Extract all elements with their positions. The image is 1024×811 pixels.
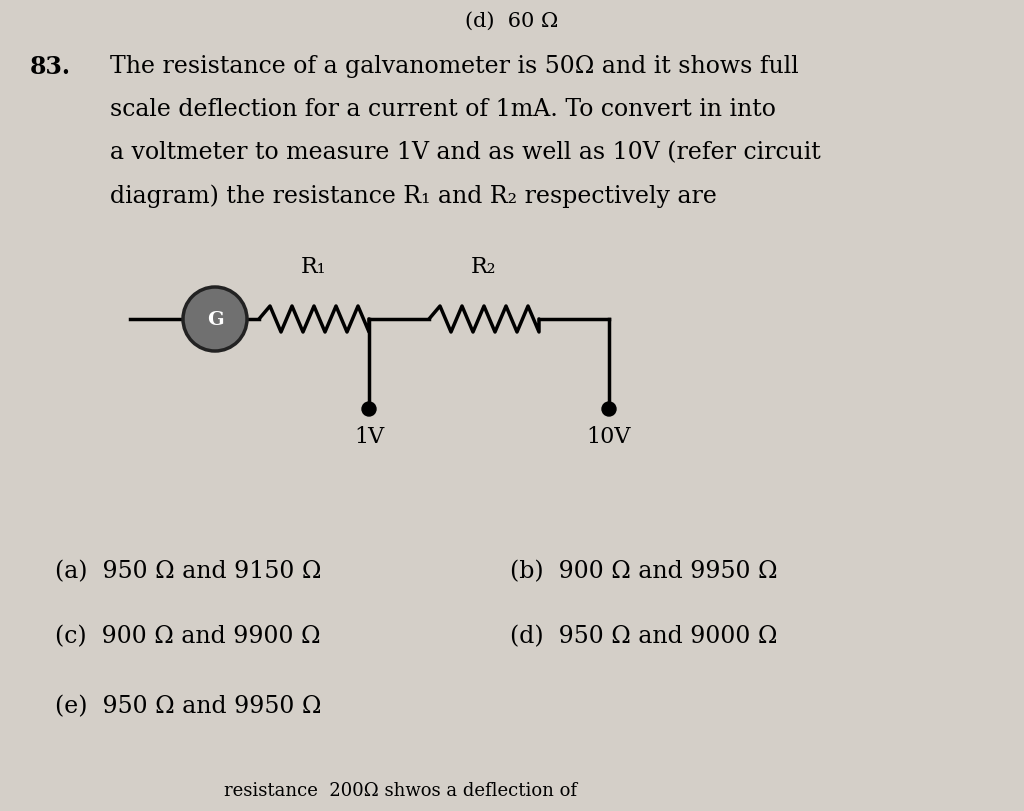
Text: (a)  950 Ω and 9150 Ω: (a) 950 Ω and 9150 Ω xyxy=(55,560,322,582)
Text: 1V: 1V xyxy=(354,426,384,448)
Text: a voltmeter to measure 1V and as well as 10V (refer circuit: a voltmeter to measure 1V and as well as… xyxy=(110,141,821,164)
Text: 10V: 10V xyxy=(587,426,631,448)
Text: scale deflection for a current of 1mA. To convert in into: scale deflection for a current of 1mA. T… xyxy=(110,98,776,121)
Text: 83.: 83. xyxy=(30,55,71,79)
Text: (c)  900 Ω and 9900 Ω: (c) 900 Ω and 9900 Ω xyxy=(55,624,321,647)
Text: (b)  900 Ω and 9950 Ω: (b) 900 Ω and 9950 Ω xyxy=(510,560,777,582)
Circle shape xyxy=(602,402,616,417)
Text: R₂: R₂ xyxy=(471,255,497,277)
Circle shape xyxy=(362,402,376,417)
Circle shape xyxy=(183,288,247,351)
Text: (d)  60 Ω: (d) 60 Ω xyxy=(465,12,559,31)
Text: G: G xyxy=(207,311,223,328)
Text: resistance  200Ω shwos a deflection of: resistance 200Ω shwos a deflection of xyxy=(223,781,577,799)
Text: R₁: R₁ xyxy=(301,255,327,277)
Text: The resistance of a galvanometer is 50Ω and it shows full: The resistance of a galvanometer is 50Ω … xyxy=(110,55,799,78)
Text: (e)  950 Ω and 9950 Ω: (e) 950 Ω and 9950 Ω xyxy=(55,694,322,717)
Text: (d)  950 Ω and 9000 Ω: (d) 950 Ω and 9000 Ω xyxy=(510,624,777,647)
Text: diagram) the resistance R₁ and R₂ respectively are: diagram) the resistance R₁ and R₂ respec… xyxy=(110,184,717,208)
